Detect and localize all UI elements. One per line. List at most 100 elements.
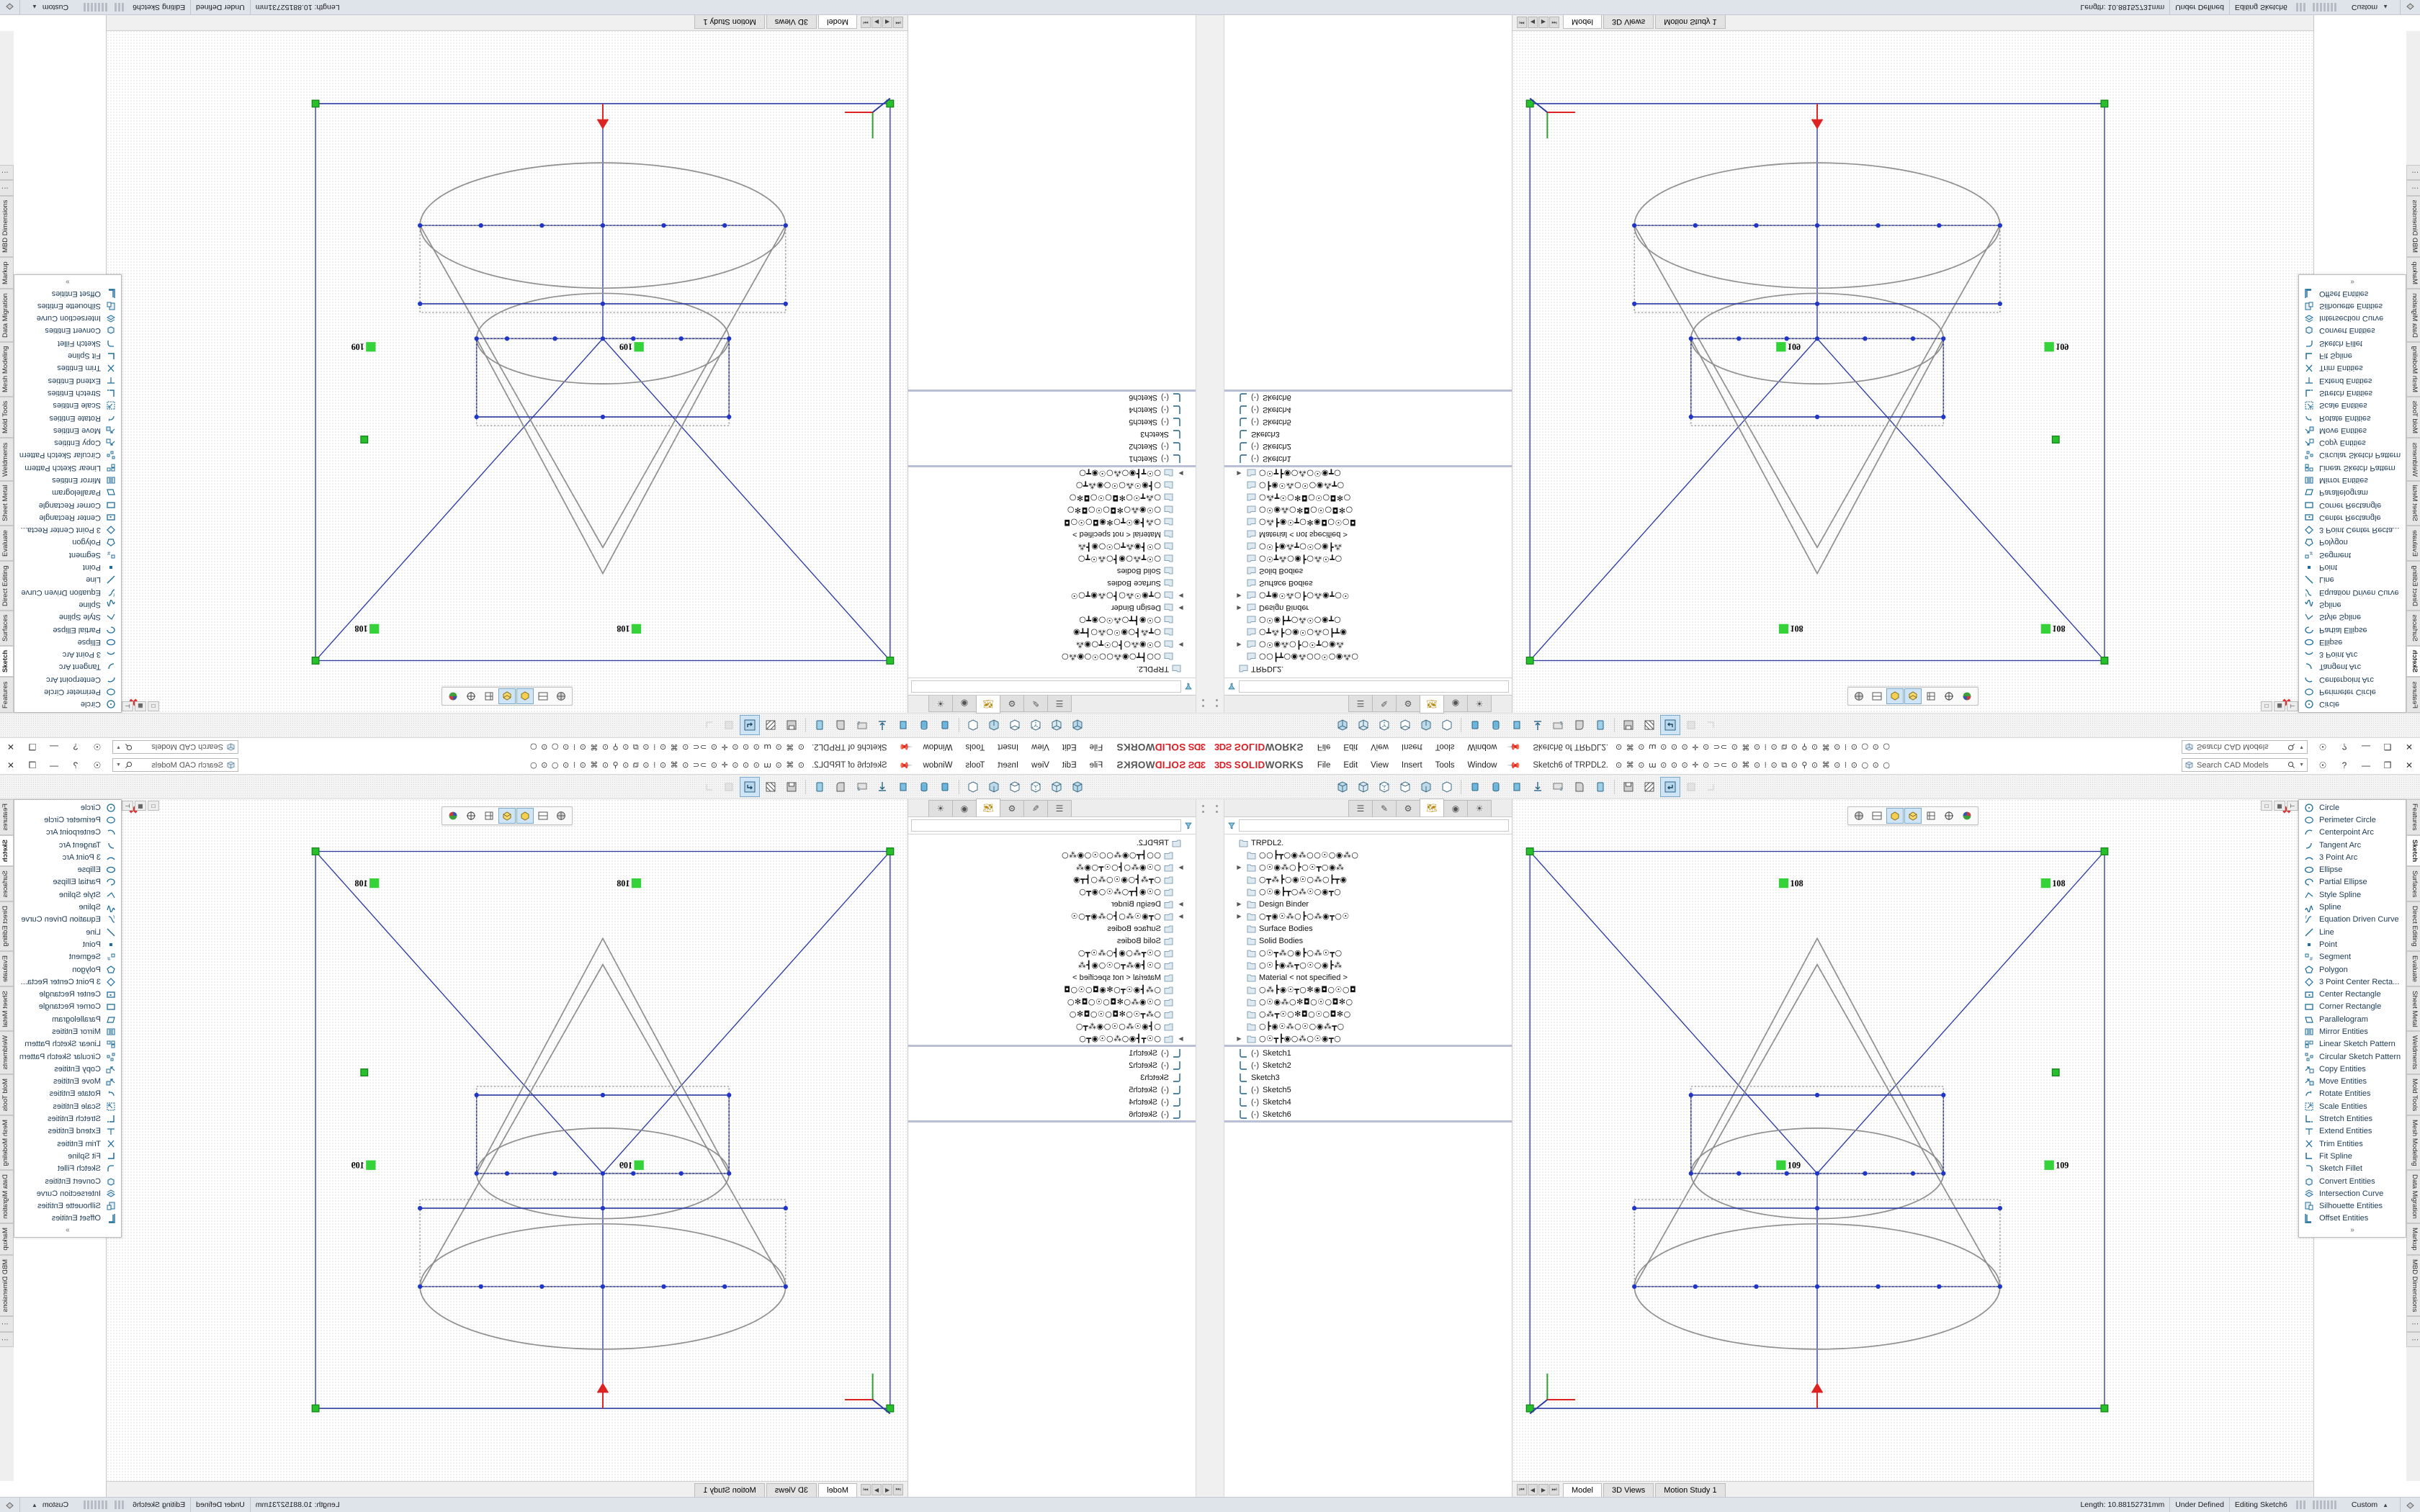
wireframe-view-button[interactable] (1047, 777, 1067, 797)
flyout-item-line[interactable]: Line (14, 926, 121, 938)
view-orientation-icon[interactable] (1904, 808, 1922, 824)
flyout-item-fit-spline[interactable]: Fit Spline (14, 349, 121, 361)
first-tab-icon[interactable]: ⏮ (1517, 1484, 1527, 1495)
ribbon-tab-sheet-metal[interactable]: Sheet Metal (0, 480, 14, 526)
ribbon-tab-data-migration[interactable]: Data Migration (0, 1170, 14, 1224)
fillet-button[interactable] (1569, 777, 1590, 797)
splitter-dot[interactable] (1202, 705, 1204, 707)
ribbon-tab-surfaces[interactable]: Surfaces (0, 865, 14, 902)
equal-relation-badge[interactable] (366, 1160, 376, 1170)
ribbon-tab--[interactable]: ⋮ (0, 1316, 14, 1332)
flyout-item-scale-entities[interactable]: Scale Entities (2299, 1100, 2406, 1112)
search-icon[interactable] (2287, 743, 2295, 751)
measure-button[interactable] (698, 777, 718, 797)
tree-sketch-row[interactable]: (-) Sketch6 (908, 1108, 1196, 1120)
menu-window[interactable]: Window (1467, 742, 1497, 752)
tree-row[interactable]: Surface Bodies (908, 922, 1196, 935)
previous-view-icon[interactable] (534, 688, 552, 704)
tree-row[interactable]: ○⁂┣◉☉┳○✻◉◘○☉○◘ (1224, 516, 1512, 528)
equal-relation-badge[interactable] (1778, 878, 1789, 888)
expand-arrow-icon[interactable]: ▶ (1178, 605, 1183, 611)
sketch-tool-flyout[interactable]: Circle Perimeter Circle Centerpoint Arc Tan… (14, 274, 122, 713)
zoom-to-fit-icon[interactable] (552, 808, 570, 824)
display-style-icon[interactable] (1922, 688, 1940, 704)
ribbon-tab--[interactable]: ⋮ (2406, 164, 2420, 181)
flyout-item-point[interactable]: Point (2299, 938, 2406, 950)
flyout-item-copy-entities[interactable]: Copy Entities (14, 436, 121, 449)
appearances-tab[interactable]: ☀ (1467, 800, 1492, 816)
tree-row[interactable]: TRPDL2. (1224, 663, 1512, 675)
tree-sketch-row[interactable]: (-) Sketch2 (1224, 1059, 1512, 1071)
tree-row[interactable]: ▶ ○☉◉⁂○┣○☉┳○◉⁂ (908, 861, 1196, 873)
menu-file[interactable]: File (1317, 742, 1331, 752)
flyout-item-corner-rectangle[interactable]: Corner Rectangle (2299, 499, 2406, 511)
prev-tab-icon[interactable]: ◀ (882, 1484, 892, 1495)
flyout-item-line[interactable]: Line (2299, 926, 2406, 938)
flyout-item-linear-sketch-pattern[interactable]: Linear Sketch Pattern (14, 1038, 121, 1050)
tree-row[interactable]: ○○┣┳○◉⁂○○☉○◉⁂○ (1224, 651, 1512, 663)
menu-window[interactable]: Window (1467, 760, 1497, 770)
linear-pattern-button[interactable] (1590, 716, 1610, 736)
tree-row[interactable]: ▶ Design Binder (1224, 602, 1512, 614)
next-tab-icon[interactable]: ▶ (871, 1484, 882, 1495)
flyout-item-parallelogram[interactable]: Parallelogram (2299, 1013, 2406, 1025)
tree-row[interactable]: ▶ ○☉◉⁂○┣○☉┳○◉⁂ (1224, 861, 1512, 873)
ribbon-tab-mold-tools[interactable]: Mold Tools (0, 397, 14, 438)
next-tab-icon[interactable]: ▶ (1538, 17, 1549, 28)
tree-row[interactable]: ▶ ○☉◉⁂○┣○☉┳○◉⁂ (908, 639, 1196, 651)
feature-tree[interactable]: TRPDL2. ○○┣┳○◉⁂○○☉○◉⁂○ ▶ ○☉◉⁂○┣○☉┳○◉⁂ ○┳⁂┣○◉… (1224, 15, 1512, 678)
tree-row[interactable]: ○○┣┳○◉⁂○○☉○◉⁂○ (908, 849, 1196, 861)
hide-show-items-icon[interactable] (462, 808, 480, 824)
flyout-item-rotate-entities[interactable]: Rotate Entities (14, 1088, 121, 1100)
flyout-item-3-point-arc[interactable]: 3 Point Arc (2299, 851, 2406, 863)
tree-row[interactable]: ○┳⁂┣○◉☉○⁂○┣┳◉ (908, 626, 1196, 639)
ribbon-tab-sheet-metal[interactable]: Sheet Metal (0, 986, 14, 1032)
chevron-down-icon[interactable]: ▼ (2299, 762, 2304, 768)
tree-row[interactable]: ▶ ○┳◉☉⁂○┣○⁂◉┳○☉ (1224, 910, 1512, 922)
flyout-item-circle[interactable]: Circle (2299, 698, 2406, 711)
prev-tab-icon[interactable]: ◀ (1528, 17, 1538, 28)
menu-view[interactable]: View (1031, 742, 1049, 752)
last-tab-icon[interactable]: ⏭ (1549, 17, 1559, 28)
shaded-edges-button[interactable] (984, 777, 1004, 797)
exit-sketch-button[interactable] (1660, 776, 1680, 797)
graphics-tab-model[interactable]: Model (818, 15, 857, 29)
property-manager-tab[interactable]: ✎ (1372, 696, 1397, 712)
search-icon[interactable] (125, 743, 133, 751)
ribbon-tab-sketch[interactable]: Sketch (2406, 646, 2420, 678)
help-icon[interactable]: ? (73, 760, 79, 770)
flyout-item-linear-sketch-pattern[interactable]: Linear Sketch Pattern (2299, 1038, 2406, 1050)
tree-row[interactable]: ○⁂┳☉○✻◘○☉○◘✻○ (908, 492, 1196, 504)
expand-arrow-icon[interactable]: ▶ (1178, 864, 1183, 870)
flyout-item-point[interactable]: Point (14, 561, 121, 573)
ribbon-tab-mesh-modeling[interactable]: Mesh Modeling (2406, 341, 2420, 397)
flyout-item-convert-entities[interactable]: Convert Entities (2299, 325, 2406, 337)
ribbon-tab-markup[interactable]: Markup (2406, 257, 2420, 289)
splitter-dot-2[interactable] (1202, 811, 1204, 813)
tree-row[interactable]: ○┣◉☉⁂○☉○◉⁂┳○ (1224, 480, 1512, 492)
flyout-item-spline[interactable]: Spline (2299, 598, 2406, 611)
tree-row[interactable]: ○⁂┳☉○✻◘○☉○◘✻○ (908, 1008, 1196, 1020)
menu-insert[interactable]: Insert (998, 760, 1019, 770)
menu-tools[interactable]: Tools (1435, 742, 1455, 752)
flyout-item-extend-entities[interactable]: Extend Entities (14, 374, 121, 387)
flyout-item-mirror-entities[interactable]: Mirror Entities (2299, 474, 2406, 486)
measure-button[interactable] (1702, 716, 1722, 736)
expand-arrow-icon[interactable]: ▶ (1237, 864, 1242, 870)
flyout-item-move-entities[interactable]: Move Entities (2299, 424, 2406, 436)
hidden-lines-removed-button[interactable] (1005, 716, 1025, 736)
tree-row[interactable]: ○⁂┳☉○✻◘○☉○◘✻○ (1224, 492, 1512, 504)
flyout-item-segment[interactable]: # Segment (2299, 549, 2406, 561)
fillet-button[interactable] (1569, 716, 1590, 736)
revolved-boss-button[interactable] (914, 716, 934, 736)
flyout-item-partial-ellipse[interactable]: Partial Ellipse (2299, 624, 2406, 636)
chevron-down-icon[interactable]: ▼ (116, 744, 121, 750)
chevron-down-icon[interactable]: ▼ (116, 762, 121, 768)
tree-row[interactable]: ○⁂┣◉☉┳○✻◉◘○☉○◘ (908, 984, 1196, 996)
menu-view[interactable]: View (1371, 742, 1389, 752)
expand-arrow-icon[interactable]: ▶ (1237, 642, 1242, 648)
appearances-tab[interactable]: ☀ (1467, 696, 1492, 712)
ribbon-tab--[interactable]: ⋮ (0, 164, 14, 181)
tree-sketch-row[interactable]: Sketch3 (908, 428, 1196, 441)
next-tab-icon[interactable]: ▶ (1538, 1484, 1549, 1495)
